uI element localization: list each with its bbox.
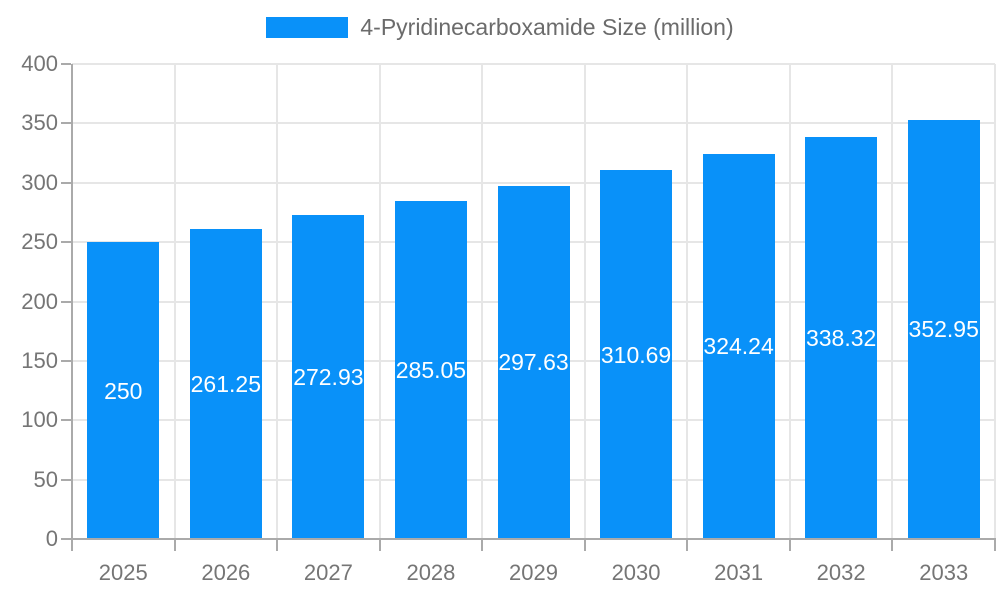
bar xyxy=(87,242,160,539)
y-tick-label: 0 xyxy=(45,526,58,551)
y-tick-label: 50 xyxy=(33,466,58,492)
gridline-vertical xyxy=(378,64,381,539)
gridline-vertical xyxy=(276,64,279,539)
gridline-horizontal xyxy=(72,122,995,125)
x-axis-tick-mark xyxy=(378,539,381,551)
y-tick-label: 300 xyxy=(21,169,58,195)
bar xyxy=(292,214,365,539)
x-tick-label: 2026 xyxy=(201,560,251,585)
y-axis-tick-mark xyxy=(61,241,71,244)
bar-value-label: 272.93 xyxy=(293,363,364,390)
y-axis-tick-mark xyxy=(61,478,71,481)
y-tick-label: 250 xyxy=(21,229,58,255)
legend-swatch xyxy=(266,17,349,38)
x-tick-label: 2030 xyxy=(611,560,661,585)
y-tick-label: 350 xyxy=(21,110,58,136)
y-axis-line xyxy=(71,64,73,540)
y-axis-tick-mark xyxy=(61,181,71,184)
x-axis-tick-mark xyxy=(173,539,176,551)
bar xyxy=(497,185,570,539)
x-axis-tick-mark xyxy=(788,539,791,551)
gridline-vertical xyxy=(481,64,484,539)
y-tick-label: 200 xyxy=(21,288,58,314)
x-axis-tick-mark xyxy=(481,539,484,551)
y-axis-tick-mark xyxy=(61,300,71,303)
bar xyxy=(600,170,673,539)
y-axis-tick-mark xyxy=(61,359,71,362)
gridline-horizontal xyxy=(72,181,995,184)
x-axis-tick-mark xyxy=(71,539,73,551)
bar xyxy=(907,119,980,539)
bar-value-label: 297.63 xyxy=(498,349,569,376)
y-axis-tick-mark xyxy=(61,63,71,65)
gridline-vertical xyxy=(686,64,689,539)
y-axis-tick-mark xyxy=(61,538,71,540)
gridline-vertical xyxy=(583,64,586,539)
x-tick-label: 2029 xyxy=(509,560,558,585)
x-tick-label: 2028 xyxy=(406,560,456,585)
x-tick-label: 2032 xyxy=(816,560,866,585)
gridline-vertical xyxy=(891,64,894,539)
gridline-vertical xyxy=(788,64,791,539)
x-tick-label: 2031 xyxy=(714,560,764,585)
bar-value-label: 324.24 xyxy=(703,333,774,360)
y-axis-tick-mark xyxy=(61,419,71,422)
bar-value-label: 285.05 xyxy=(395,356,467,383)
legend-item[interactable]: 4-Pyridinecarboxamide Size (million) xyxy=(0,14,1000,41)
x-tick-label: 2027 xyxy=(303,560,353,585)
bar xyxy=(394,200,467,539)
y-axis-tick-mark xyxy=(61,122,71,125)
y-tick-label: 100 xyxy=(21,407,58,433)
x-axis-line xyxy=(71,538,996,540)
y-tick-label: 150 xyxy=(21,347,58,373)
x-axis-tick-mark xyxy=(686,539,689,551)
bar-value-label: 261.25 xyxy=(190,370,261,397)
bar-value-label: 310.69 xyxy=(600,341,672,368)
x-axis-tick-mark xyxy=(276,539,279,551)
gridline-vertical xyxy=(994,64,996,539)
gridline-horizontal xyxy=(72,63,995,65)
x-axis-tick-mark xyxy=(994,539,996,551)
bar-value-label: 352.95 xyxy=(908,316,979,343)
bar xyxy=(702,153,775,539)
bar-value-label: 338.32 xyxy=(805,325,877,352)
y-tick-label: 400 xyxy=(21,51,58,76)
x-axis-tick-mark xyxy=(891,539,894,551)
bar xyxy=(805,137,878,539)
gridline-vertical xyxy=(173,64,176,539)
x-tick-label: 2033 xyxy=(919,560,969,585)
x-tick-label: 2025 xyxy=(98,560,148,585)
x-axis-tick-mark xyxy=(583,539,586,551)
bar-value-label: 250 xyxy=(104,377,143,404)
bar xyxy=(189,228,262,539)
legend-label: 4-Pyridinecarboxamide Size (million) xyxy=(360,14,734,40)
